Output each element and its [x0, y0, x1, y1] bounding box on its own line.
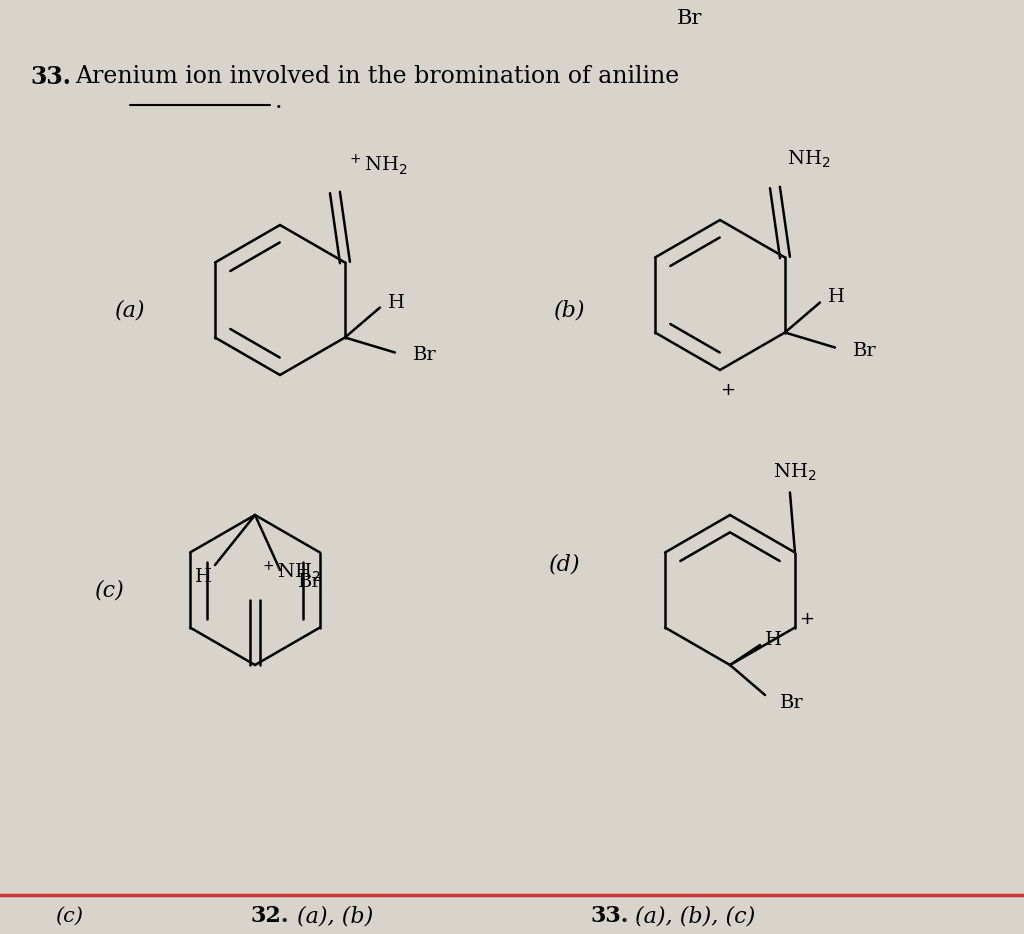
- Text: (c): (c): [95, 579, 125, 601]
- Text: (c): (c): [55, 907, 83, 926]
- Text: .: .: [275, 91, 283, 114]
- Text: Arenium ion involved in the bromination of aniline: Arenium ion involved in the bromination …: [75, 65, 679, 88]
- Text: (a), (b): (a), (b): [297, 905, 373, 927]
- Text: H: H: [828, 289, 845, 306]
- Text: (d): (d): [549, 554, 581, 576]
- Text: $+$: $+$: [800, 611, 814, 629]
- Text: Br: Br: [298, 573, 322, 591]
- Text: Br: Br: [413, 347, 436, 364]
- Text: H: H: [765, 631, 782, 649]
- Text: NH$_2$: NH$_2$: [773, 461, 817, 483]
- Text: (a): (a): [115, 299, 145, 321]
- Text: (b): (b): [554, 299, 586, 321]
- Text: (a), (b), (c): (a), (b), (c): [635, 905, 755, 927]
- Text: Br: Br: [853, 342, 877, 360]
- Text: H: H: [388, 293, 404, 312]
- Text: Br: Br: [780, 694, 804, 712]
- Text: Br: Br: [677, 8, 702, 27]
- Text: $^+$NH$_2$: $^+$NH$_2$: [260, 559, 321, 585]
- Text: H: H: [195, 568, 212, 586]
- Text: $+$: $+$: [721, 381, 735, 399]
- Text: $^+$NH$_2$: $^+$NH$_2$: [347, 152, 408, 177]
- Text: 33.: 33.: [30, 65, 71, 89]
- Text: 32.: 32.: [251, 905, 289, 927]
- Text: 33.: 33.: [591, 905, 629, 927]
- Text: NH$_2$: NH$_2$: [787, 149, 830, 170]
